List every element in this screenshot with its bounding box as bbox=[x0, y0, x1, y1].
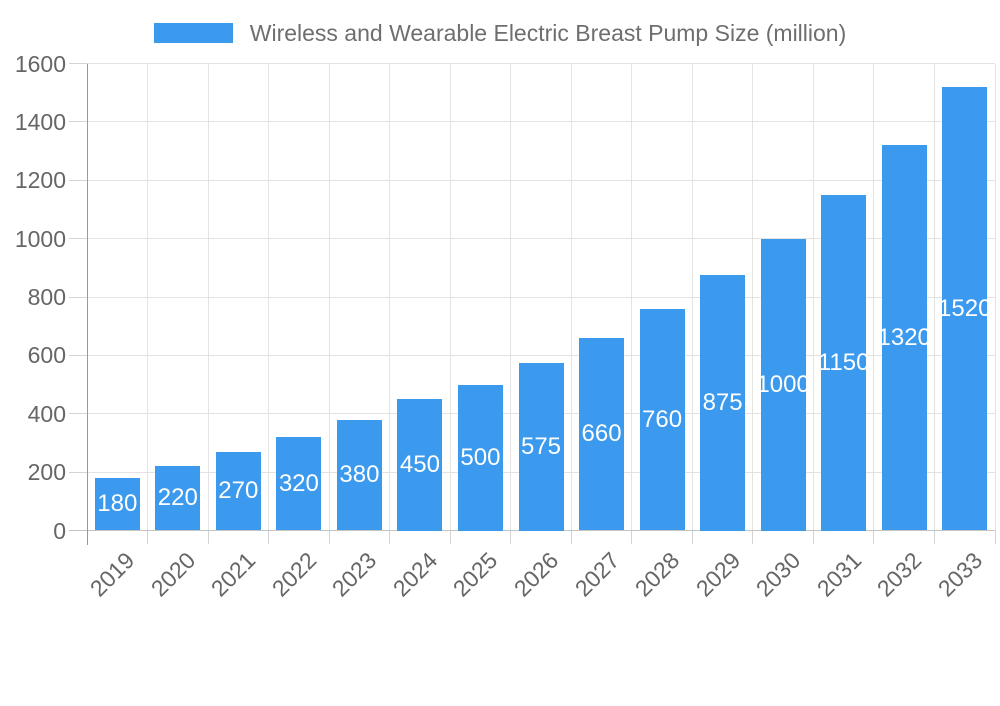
y-axis-tick bbox=[69, 63, 87, 64]
x-axis-tick bbox=[329, 531, 330, 544]
bar[interactable]: 320 bbox=[276, 437, 321, 530]
x-axis-tick bbox=[873, 531, 874, 544]
x-axis-tick bbox=[692, 531, 693, 544]
x-axis-tick bbox=[510, 531, 511, 544]
bar[interactable]: 1150 bbox=[821, 195, 866, 531]
x-gridline bbox=[752, 64, 753, 531]
x-gridline bbox=[995, 64, 996, 531]
x-axis-tick bbox=[571, 531, 572, 544]
x-axis-tick bbox=[752, 531, 753, 544]
y-axis-tick bbox=[69, 472, 87, 473]
y-axis-tick bbox=[69, 355, 87, 356]
y-axis-label: 1400 bbox=[0, 109, 66, 135]
bar[interactable]: 270 bbox=[216, 452, 261, 531]
bar[interactable]: 660 bbox=[579, 338, 624, 531]
bar-value-label: 760 bbox=[642, 407, 682, 433]
bar-value-label: 320 bbox=[279, 471, 319, 497]
bar-value-label: 1320 bbox=[877, 325, 930, 351]
y-axis-tick bbox=[69, 413, 87, 414]
y-axis-tick bbox=[69, 297, 87, 298]
bar-value-label: 875 bbox=[703, 390, 743, 416]
y-axis-label: 400 bbox=[0, 401, 66, 427]
bar[interactable]: 1320 bbox=[882, 145, 927, 530]
x-axis-tick bbox=[450, 531, 451, 544]
bar-value-label: 1150 bbox=[818, 350, 870, 376]
y-gridline bbox=[87, 180, 995, 181]
bar[interactable]: 1520 bbox=[942, 87, 987, 531]
bar-value-label: 270 bbox=[218, 478, 258, 504]
y-gridline bbox=[87, 63, 995, 64]
bar[interactable]: 575 bbox=[519, 363, 564, 531]
x-gridline bbox=[934, 64, 935, 531]
bar-value-label: 575 bbox=[521, 434, 561, 460]
bar-value-label: 1520 bbox=[938, 296, 991, 322]
bar-value-label: 380 bbox=[339, 462, 379, 488]
bar[interactable]: 180 bbox=[95, 478, 140, 531]
legend[interactable]: Wireless and Wearable Electric Breast Pu… bbox=[0, 12, 1000, 54]
bar[interactable]: 380 bbox=[337, 420, 382, 531]
x-gridline bbox=[692, 64, 693, 531]
x-axis-tick bbox=[631, 531, 632, 544]
bar-value-label: 220 bbox=[158, 485, 198, 511]
bar-value-label: 1000 bbox=[756, 372, 809, 398]
y-axis-label: 600 bbox=[0, 342, 66, 368]
y-axis-label: 800 bbox=[0, 284, 66, 310]
legend-swatch bbox=[154, 23, 233, 43]
bar[interactable]: 875 bbox=[700, 275, 745, 530]
y-gridline bbox=[87, 121, 995, 122]
x-axis-tick bbox=[813, 531, 814, 544]
bar-value-label: 180 bbox=[97, 491, 137, 517]
x-gridline bbox=[147, 64, 148, 531]
y-axis-tick bbox=[69, 121, 87, 122]
bar[interactable]: 500 bbox=[458, 385, 503, 531]
y-axis-label: 1600 bbox=[0, 51, 66, 77]
x-axis-tick bbox=[995, 531, 996, 544]
y-axis-label: 0 bbox=[0, 518, 66, 544]
chart-container: Wireless and Wearable Electric Breast Pu… bbox=[0, 0, 1000, 600]
y-axis-label: 1200 bbox=[0, 167, 66, 193]
bar[interactable]: 450 bbox=[397, 399, 442, 530]
y-axis-label: 1000 bbox=[0, 226, 66, 252]
x-gridline bbox=[813, 64, 814, 531]
x-axis-tick bbox=[389, 531, 390, 544]
x-axis-tick bbox=[934, 531, 935, 544]
x-gridline bbox=[208, 64, 209, 531]
x-axis-tick bbox=[147, 531, 148, 544]
x-gridline bbox=[571, 64, 572, 531]
bar[interactable]: 760 bbox=[640, 309, 685, 531]
x-gridline bbox=[389, 64, 390, 531]
x-axis-tick bbox=[208, 531, 209, 544]
bar-value-label: 500 bbox=[460, 445, 500, 471]
x-axis-tick bbox=[268, 531, 269, 544]
x-gridline bbox=[450, 64, 451, 531]
y-axis-tick bbox=[69, 180, 87, 181]
x-gridline bbox=[631, 64, 632, 531]
bar-value-label: 450 bbox=[400, 452, 440, 478]
y-axis-line bbox=[87, 64, 88, 545]
legend-label: Wireless and Wearable Electric Breast Pu… bbox=[250, 20, 847, 46]
y-axis-label: 200 bbox=[0, 459, 66, 485]
y-axis-tick bbox=[69, 238, 87, 239]
bar-value-label: 660 bbox=[582, 421, 622, 447]
bar[interactable]: 220 bbox=[155, 466, 200, 530]
x-gridline bbox=[873, 64, 874, 531]
x-gridline bbox=[329, 64, 330, 531]
bar[interactable]: 1000 bbox=[761, 239, 806, 531]
x-gridline bbox=[268, 64, 269, 531]
x-gridline bbox=[510, 64, 511, 531]
